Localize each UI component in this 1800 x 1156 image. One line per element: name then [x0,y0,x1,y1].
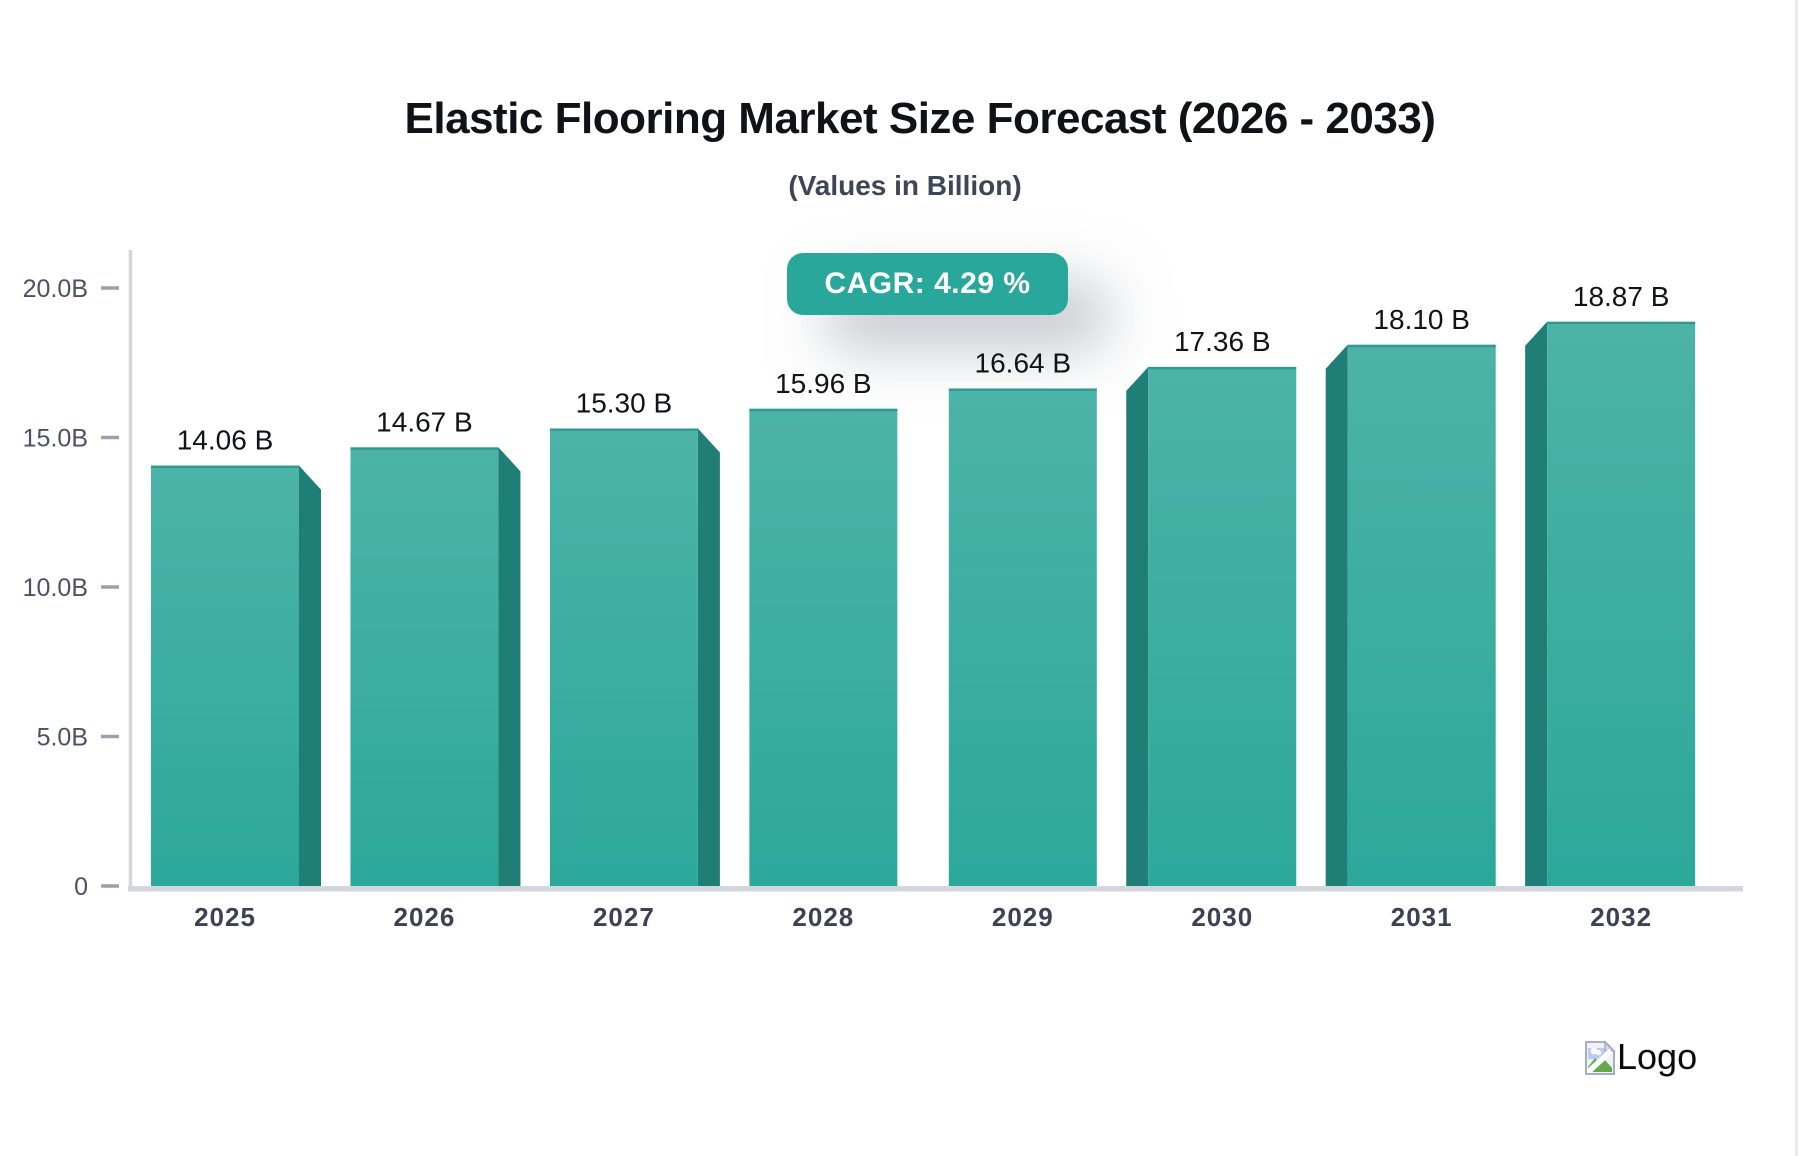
bar-side-face [1525,321,1548,886]
broken-image-icon [1585,1040,1616,1075]
bar-side-face [498,447,521,886]
bar-side-face [697,428,720,886]
x-axis-label: 2032 [1590,902,1652,932]
bar-value-label: 14.06 B [177,425,274,456]
x-axis-label: 2027 [593,902,655,932]
y-axis-tick-label: 20.0B [23,275,88,303]
bar-value-label: 15.30 B [576,388,673,419]
bar-value-label: 15.96 B [775,368,872,399]
chart-title: Elastic Flooring Market Size Forecast (2… [404,94,1436,143]
bar-side-face [299,465,321,886]
bar-value-label: 16.64 B [975,347,1072,378]
bar [151,465,299,886]
bar-value-label: 17.36 B [1174,326,1271,357]
y-axis-tick-label: 15.0B [23,425,88,453]
bar-side-face [1126,366,1149,886]
x-axis-label: 2026 [394,902,456,932]
bar [549,428,698,886]
y-axis-tick-label: 10.0B [23,574,88,602]
bar [1547,321,1696,886]
cagr-badge-wrap: CAGR: 4.29 % [0,253,1800,315]
bar-value-label: 18.87 B [1573,281,1670,312]
cagr-badge-label: CAGR: 4.29 % [824,267,1031,300]
window-right-border [1795,0,1798,1156]
logo: Logo [1584,1038,1697,1076]
bar-side-face [1325,344,1348,886]
chart-subtitle: (Values in Billion) [788,170,1022,201]
bar-value-label: 14.67 B [376,406,473,437]
x-axis-label: 2031 [1391,902,1453,932]
x-axis-label: 2028 [792,902,854,932]
y-axis-tick-label: 0 [74,873,88,901]
bar [749,408,898,886]
bar [350,447,499,886]
x-axis-label: 2025 [194,902,256,932]
x-axis-label: 2030 [1191,902,1253,932]
x-axis-line [128,886,1743,892]
cagr-badge: CAGR: 4.29 % [787,253,1068,315]
x-axis-label: 2029 [992,902,1054,932]
bar-value-label: 18.10 B [1373,304,1470,335]
bar [948,388,1097,886]
y-axis-tick-label: 5.0B [37,724,88,752]
logo-alt-text: Logo [1617,1036,1698,1077]
bar [1347,344,1496,886]
bar [1148,366,1297,886]
